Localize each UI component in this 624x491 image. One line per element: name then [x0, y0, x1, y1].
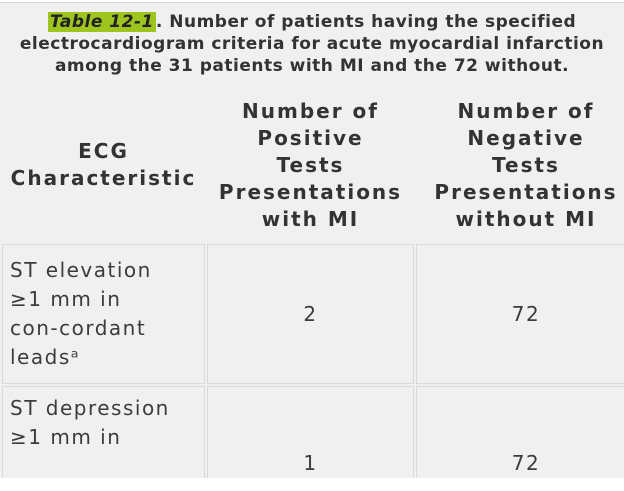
caption-line-1-rest: . Number of patients having the specifie…: [155, 12, 577, 32]
cell-positive-count: 2: [207, 244, 414, 384]
table-figure: Table 12-1. Number of patients having th…: [0, 2, 624, 478]
cell-positive-count: 1: [207, 386, 414, 478]
table-row-st-elevation: ST elevation ≥1 mm in con-cordant leadsᵃ…: [2, 244, 624, 384]
column-header-ecg-characteristic: ECG Characteristic: [10, 139, 197, 190]
caption-line-3: among the 31 patients with MI and the 72…: [54, 56, 570, 76]
cell-negative-count: 72: [416, 386, 624, 478]
table-caption: Table 12-1. Number of patients having th…: [0, 3, 624, 77]
column-header-negative-tests-without-mi: Number of Negative Tests Presentations w…: [434, 98, 618, 231]
table-row-st-depression: ST depression ≥1 mm in 1 72: [2, 386, 624, 478]
cell-negative-count: 72: [416, 244, 624, 384]
caption-line-2: electrocardiogram criteria for acute myo…: [19, 34, 605, 54]
caption-table-number-highlight: Table 12-1: [47, 12, 156, 32]
cell-characteristic: ST elevation ≥1 mm in con-cordant leadsᵃ: [2, 244, 205, 384]
column-header-positive-tests-with-mi: Number of Positive Tests Presentations w…: [218, 98, 403, 231]
cell-characteristic: ST depression ≥1 mm in: [2, 386, 205, 478]
caption-line-1: Table 12-1. Number of patients having th…: [2, 11, 622, 33]
header-row: ECG Characteristic Number of Positive Te…: [2, 82, 624, 242]
ecg-criteria-table: ECG Characteristic Number of Positive Te…: [0, 80, 624, 478]
